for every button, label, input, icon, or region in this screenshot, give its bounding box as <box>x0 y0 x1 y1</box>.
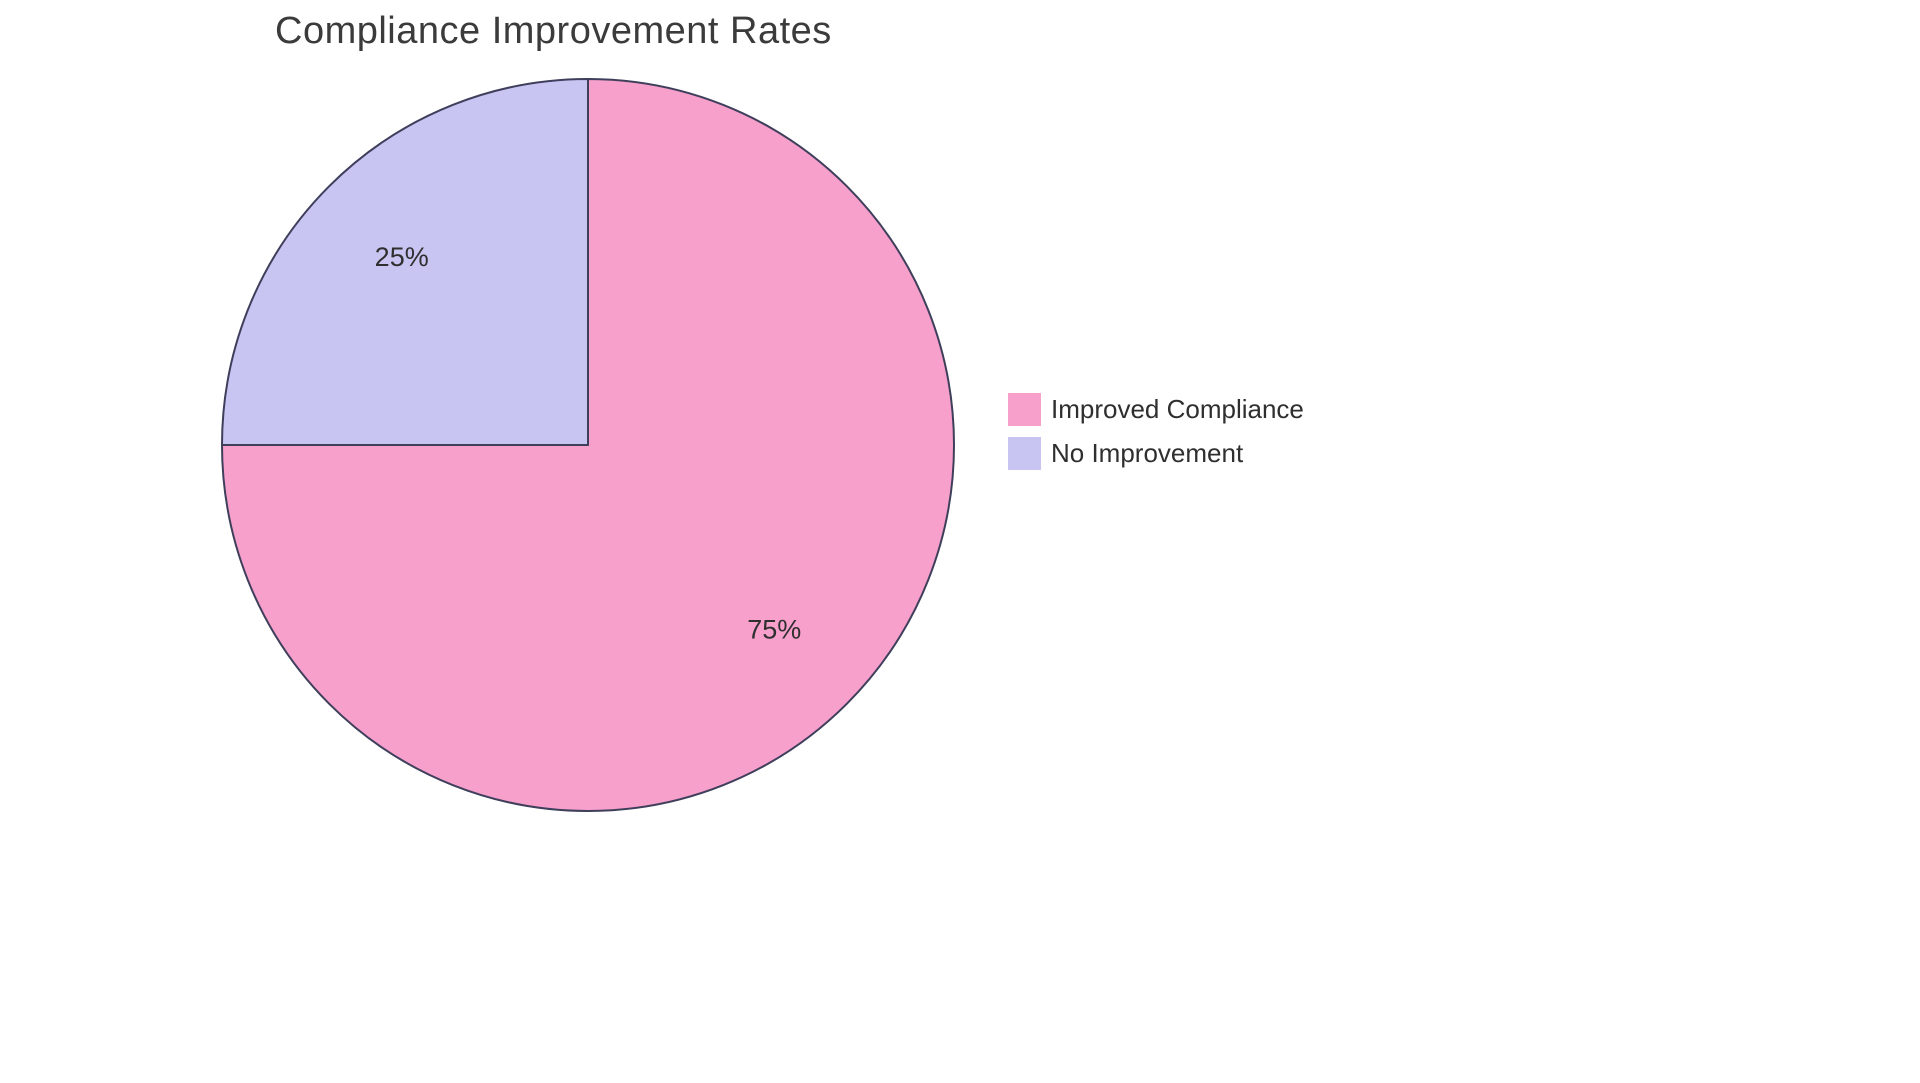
legend-swatch-improved-compliance <box>1008 393 1041 426</box>
legend-swatch-no-improvement <box>1008 437 1041 470</box>
legend-item-improved-compliance[interactable]: Improved Compliance <box>1008 393 1304 426</box>
legend-label-improved-compliance: Improved Compliance <box>1051 394 1304 424</box>
slice-label-no-improvement: 25% <box>375 242 429 272</box>
pie-slice-no-improvement[interactable] <box>221 78 589 446</box>
legend-item-no-improvement[interactable]: No Improvement <box>1008 437 1304 470</box>
pie-slice-improved-compliance[interactable] <box>221 78 955 812</box>
legend-label-no-improvement: No Improvement <box>1051 438 1244 468</box>
legend: Improved Compliance No Improvement <box>1008 393 1304 470</box>
chart-title: Compliance Improvement Rates <box>275 10 832 52</box>
slice-label-improved-compliance: 75% <box>747 614 801 644</box>
